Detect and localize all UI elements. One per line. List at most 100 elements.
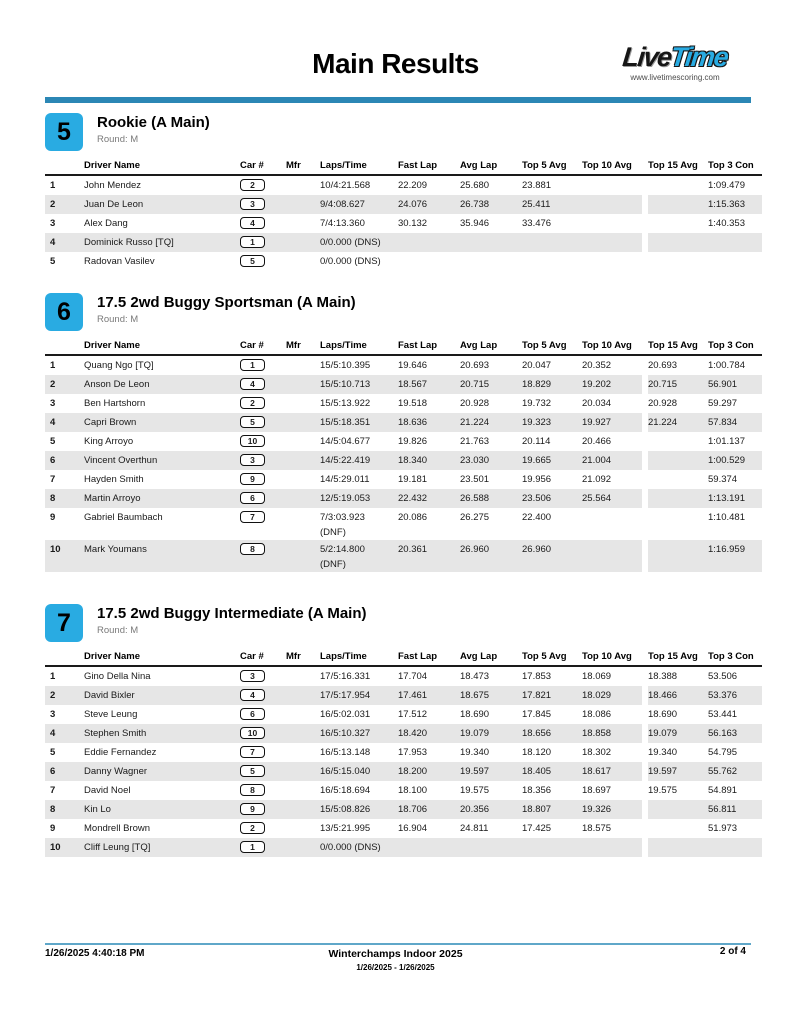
- section-header-text: 17.5 2wd Buggy Intermediate (A Main) Rou…: [97, 604, 367, 636]
- cell-top10-avg: 19.202: [582, 375, 642, 394]
- col-header-mfr: Mfr: [286, 158, 320, 176]
- cell-mfr: [286, 724, 320, 743]
- cell-mfr: [286, 432, 320, 451]
- laps-time-value: 13/5:21.995: [320, 823, 371, 834]
- car-number-badge: 3: [240, 454, 265, 466]
- cell-fast-lap: 18.420: [398, 724, 460, 743]
- cell-driver-name: Steve Leung: [84, 709, 138, 720]
- cell-car-number: 8: [240, 540, 286, 572]
- car-number-badge: 7: [240, 511, 265, 523]
- table-row: 2 David Bixler 4 17/5:17.954 17.461 18.6…: [45, 686, 762, 705]
- col-header-laps-time: Laps/Time: [320, 649, 398, 667]
- cell-top3-con: [708, 838, 762, 857]
- cell-avg-lap: 18.690: [460, 709, 490, 720]
- table-row: 2 Juan De Leon 3 9/4:08.627 24.076 26.73…: [45, 195, 762, 214]
- col-header-driver-name: Driver Name: [84, 158, 240, 176]
- car-number-badge: 4: [240, 217, 265, 229]
- cell-fast-lap: 22.209: [398, 180, 428, 191]
- cell-laps-time: 12/5:19.053: [320, 489, 398, 508]
- table-row: 9 Mondrell Brown 2 13/5:21.995 16.904 24…: [45, 819, 762, 838]
- cell-avg-lap: 26.588: [460, 489, 522, 508]
- cell-top5-avg: 23.881: [522, 180, 552, 191]
- cell-avg-lap: 35.946: [460, 218, 490, 229]
- cell-mfr: [286, 252, 320, 271]
- cell-top15-avg: 20.693: [642, 356, 708, 375]
- col-header-top10-avg: Top 10 Avg: [582, 338, 642, 356]
- cell-mfr: [286, 214, 320, 233]
- laps-time-value: 7/3:03.923: [320, 512, 365, 523]
- cell-top5-avg: 33.476: [522, 218, 552, 229]
- cell-avg-lap: 26.738: [460, 195, 522, 214]
- cell-driver-name: Hayden Smith: [84, 474, 144, 485]
- table-row: 8 Kin Lo 9 15/5:08.826 18.706 20.356 18.…: [45, 800, 762, 819]
- cell-top15-avg: [642, 470, 708, 489]
- cell-driver-name: Juan De Leon: [84, 195, 240, 214]
- cell-driver-name: Gino Della Nina: [84, 671, 151, 682]
- col-header-laps-time: Laps/Time: [320, 158, 398, 176]
- page-title: Main Results: [312, 48, 479, 79]
- cell-top10-avg: 21.004: [582, 451, 642, 470]
- cell-position: 6: [45, 762, 84, 781]
- cell-top15-avg: [642, 489, 708, 508]
- table-row: 7 David Noel 8 16/5:18.694 18.100 19.575…: [45, 781, 762, 800]
- cell-mfr: [286, 781, 320, 800]
- cell-avg-lap: 21.763: [460, 436, 490, 447]
- cell-fast-lap: 19.646: [398, 360, 428, 371]
- cell-car-number: 2: [240, 176, 286, 195]
- cell-top15-avg: 21.224: [642, 413, 708, 432]
- cell-driver-name: Capri Brown: [84, 413, 240, 432]
- cell-top3-con: 55.762: [708, 762, 762, 781]
- cell-mfr: [286, 233, 320, 252]
- cell-position: 2: [45, 195, 84, 214]
- cell-fast-lap: 18.567: [398, 375, 460, 394]
- table-row: 8 Martin Arroyo 6 12/5:19.053 22.432 26.…: [45, 489, 762, 508]
- cell-fast-lap: 22.432: [398, 489, 460, 508]
- logo-live-text: Live: [621, 42, 673, 72]
- cell-avg-lap: 18.473: [460, 671, 490, 682]
- col-header-top15-avg: Top 15 Avg: [642, 338, 708, 356]
- cell-mfr: [286, 838, 320, 857]
- section-header: 7 17.5 2wd Buggy Intermediate (A Main) R…: [45, 604, 751, 642]
- cell-mfr: [286, 667, 320, 686]
- cell-laps-time: 15/5:10.713: [320, 375, 398, 394]
- table-row: 6 Danny Wagner 5 16/5:15.040 18.200 19.5…: [45, 762, 762, 781]
- section-round: Round: M: [97, 314, 139, 325]
- col-header-fast-lap: Fast Lap: [398, 158, 460, 176]
- laps-time-value: 7/4:13.360: [320, 218, 365, 229]
- car-number-badge: 4: [240, 378, 265, 390]
- cell-laps-time: 0/0.000 (DNS): [320, 838, 398, 857]
- cell-top3-con: 59.374: [708, 474, 738, 485]
- cell-mfr: [286, 800, 320, 819]
- cell-top5-avg: 19.665: [522, 451, 582, 470]
- cell-driver-name: Martin Arroyo: [84, 489, 240, 508]
- cell-mfr: [286, 375, 320, 394]
- cell-top10-avg: 21.092: [582, 474, 612, 485]
- cell-fast-lap: 16.904: [398, 823, 428, 834]
- cell-top15-avg: [642, 540, 708, 572]
- cell-fast-lap: 18.636: [398, 413, 460, 432]
- section-round: Round: M: [97, 134, 139, 145]
- logo-time-text: Time: [669, 42, 729, 72]
- cell-avg-lap: 25.680: [460, 180, 490, 191]
- cell-car-number: 10: [240, 432, 286, 451]
- cell-position: 2: [45, 375, 84, 394]
- cell-mfr: [286, 819, 320, 838]
- table-row: 3 Steve Leung 6 16/5:02.031 17.512 18.69…: [45, 705, 762, 724]
- cell-fast-lap: 18.200: [398, 762, 460, 781]
- cell-laps-time: 0/0.000 (DNS): [320, 252, 398, 271]
- section-number-badge: 7: [45, 604, 83, 642]
- cell-driver-name: Radovan Vasilev: [84, 256, 155, 267]
- cell-avg-lap: 23.030: [460, 451, 522, 470]
- cell-fast-lap: 19.181: [398, 474, 428, 485]
- table-row: 10 Mark Youmans 8 5/2:14.800 (DNF) 20.36…: [45, 540, 762, 572]
- cell-avg-lap: 19.340: [460, 747, 490, 758]
- cell-laps-time: 9/4:08.627: [320, 195, 398, 214]
- cell-mfr: [286, 489, 320, 508]
- car-number-badge: 10: [240, 435, 265, 447]
- cell-top10-avg: 19.927: [582, 413, 642, 432]
- table-header-row: Driver Name Car # Mfr Laps/Time Fast Lap…: [45, 338, 762, 356]
- col-header-avg-lap: Avg Lap: [460, 338, 522, 356]
- cell-top15-avg: 19.597: [642, 762, 708, 781]
- cell-position: 10: [45, 838, 84, 857]
- race-section: 5 Rookie (A Main) Round: M Driver Name C…: [45, 113, 762, 271]
